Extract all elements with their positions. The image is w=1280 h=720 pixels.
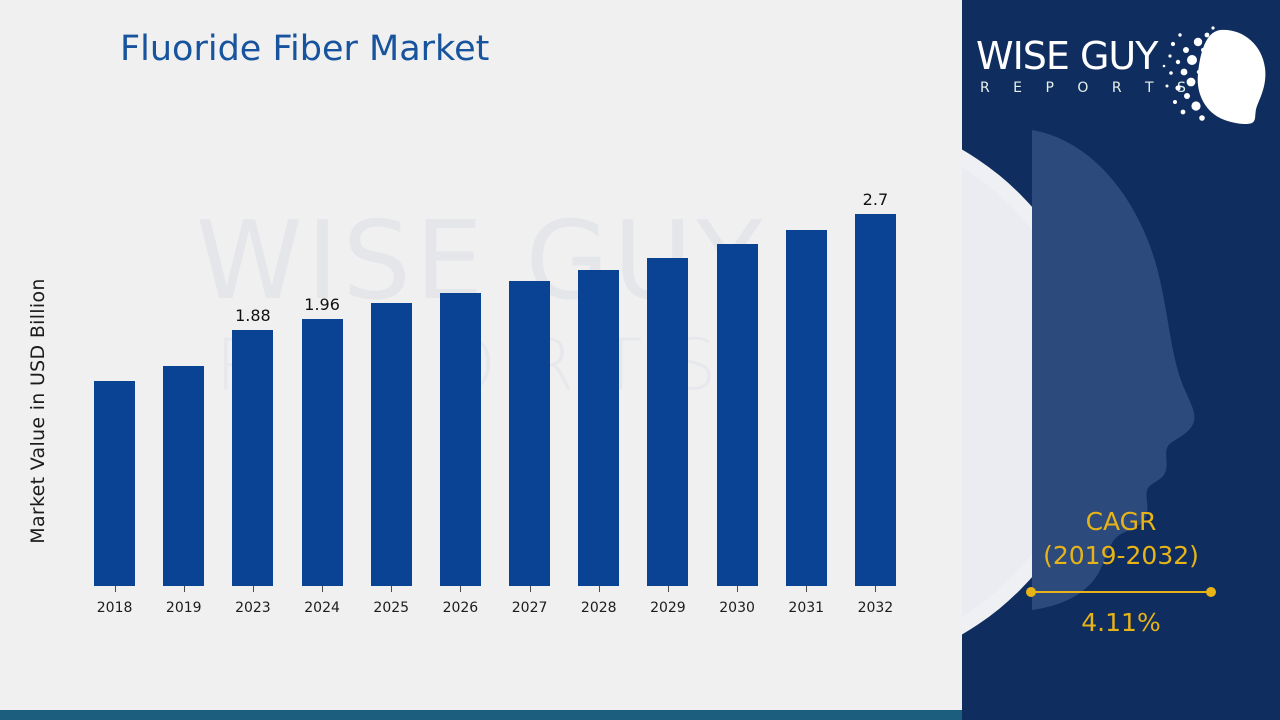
x-axis-tick-label: 2024 — [304, 600, 340, 616]
bar-group: 2025 — [357, 180, 426, 616]
x-axis-tick — [460, 586, 462, 592]
x-axis-tick — [598, 586, 600, 592]
bar — [854, 214, 896, 586]
cagr-range: (2019-2032) — [1043, 541, 1199, 570]
x-axis-tick — [252, 586, 254, 592]
bar-group: 2026 — [426, 180, 495, 616]
x-axis-tick-label: 2029 — [650, 600, 686, 616]
brand-panel: WISE GUY R E P O R T S — [962, 0, 1280, 720]
bar-value-label: 2.7 — [862, 190, 889, 209]
divider-line — [1031, 591, 1211, 593]
cagr-divider — [1026, 587, 1216, 597]
x-axis-tick — [737, 586, 739, 592]
chart-panel: WISE GUY REPORTS Fluoride Fiber Market M… — [27, 29, 910, 616]
face-profile-silhouette — [1032, 130, 1195, 610]
bar — [94, 381, 136, 586]
x-axis-tick-label: 2019 — [165, 600, 202, 616]
bar-value-label: 1.96 — [304, 295, 340, 314]
page-title: Fluoride Fiber Market — [120, 29, 490, 69]
bar — [370, 303, 412, 586]
bar-group: 1.88 2023 — [218, 180, 287, 616]
x-axis-tick — [875, 586, 877, 592]
x-axis-tick-label: 2030 — [719, 600, 755, 616]
x-axis-tick — [806, 586, 808, 592]
bar-group: 2028 — [564, 180, 633, 616]
x-axis-tick-label: 2027 — [511, 600, 548, 616]
x-axis-tick — [322, 586, 324, 592]
bar-group: 2018 — [80, 180, 149, 616]
bar-group: 2031 — [772, 180, 841, 616]
bar-group: 1.96 2024 — [288, 180, 357, 616]
x-axis-tick — [114, 586, 116, 592]
bar — [647, 258, 689, 586]
bar — [232, 330, 274, 586]
bar-group: 2.7 2032 — [841, 180, 910, 616]
bar — [785, 230, 827, 586]
x-axis-tick-label: 2025 — [373, 600, 410, 616]
x-axis-tick-label: 2023 — [235, 600, 271, 616]
logo: WISE GUY R E P O R T S — [962, 26, 1280, 125]
bottom-accent-strip — [0, 710, 962, 720]
bar — [439, 293, 481, 586]
bar-value-label: 1.88 — [235, 306, 271, 325]
cagr-value: 4.11% — [1081, 608, 1161, 637]
x-axis-tick-label: 2031 — [788, 600, 825, 616]
bar-group: 2029 — [633, 180, 702, 616]
bar — [578, 270, 620, 586]
x-axis-tick-label: 2018 — [96, 600, 133, 616]
cagr-block: CAGR (2019-2032) 4.11% — [962, 505, 1280, 639]
bar — [163, 366, 205, 586]
y-axis-label: Market Value in USD Billion — [27, 278, 49, 544]
bar-chart-plot-area: 2018 2019 1.88 2023 1.96 2024 2025 2026 2027 2028… — [80, 180, 910, 616]
logo-subtext: R E P O R T S — [980, 80, 1196, 96]
x-axis-tick-label: 2028 — [580, 600, 617, 616]
bar-group: 2027 — [495, 180, 564, 616]
divider-dot-right — [1206, 587, 1216, 597]
x-axis-tick — [391, 586, 393, 592]
bar-group: 2019 — [149, 180, 218, 616]
bar — [509, 281, 551, 586]
dotted-head-icon — [1162, 26, 1266, 125]
bar — [301, 319, 343, 586]
x-axis-tick — [183, 586, 185, 592]
x-axis-tick-label: 2026 — [442, 600, 479, 616]
x-axis-tick — [529, 586, 531, 592]
x-axis-tick-label: 2032 — [857, 600, 894, 616]
bar — [716, 244, 758, 586]
logo-wordmark: WISE GUY — [976, 34, 1158, 78]
bar-group: 2030 — [703, 180, 772, 616]
cagr-title: CAGR — [1085, 507, 1157, 536]
x-axis-tick — [667, 586, 669, 592]
